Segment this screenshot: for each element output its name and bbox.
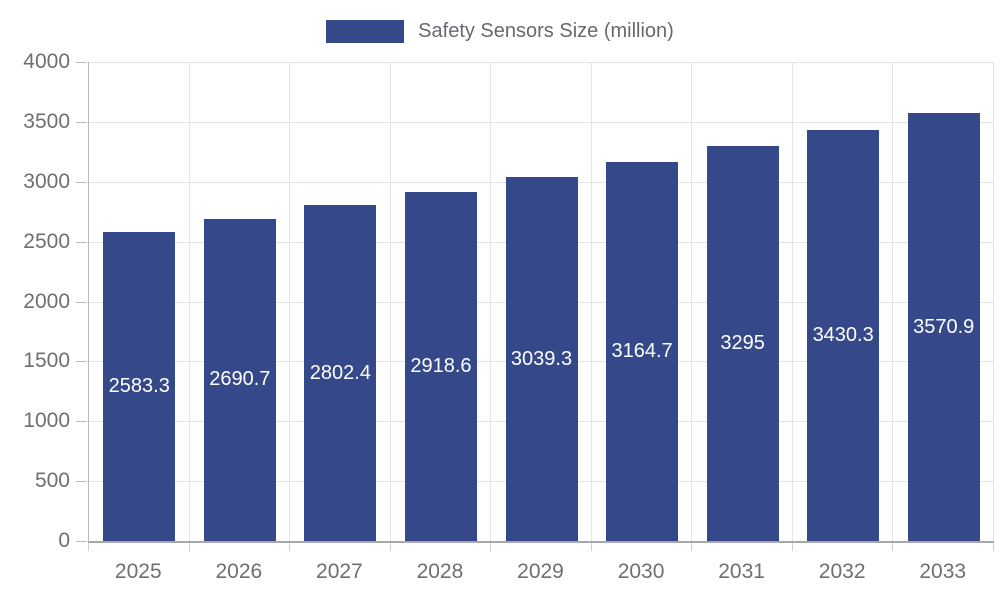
gridline-x-2 [289,62,291,541]
bar-value-label: 2583.3 [108,374,170,397]
gridline-y-3500 [89,121,994,123]
bar-2028: 2918.6 [404,191,477,541]
x-tick-mark-2 [289,543,291,551]
gridline-x-6 [691,62,693,541]
y-tick-label-0: 0 [58,529,70,552]
x-tick-label-2026: 2026 [215,560,263,583]
y-tick-mark-2500 [76,241,87,243]
bar-2027: 2802.4 [304,205,377,541]
x-tick-mark-5 [590,543,592,551]
y-tick-mark-2000 [76,301,87,303]
y-tick-label-3500: 3500 [23,109,70,133]
y-tick-mark-3000 [76,181,87,183]
bar-value-label: 3164.7 [611,340,673,363]
bar-2033: 3570.9 [907,113,980,541]
gridline-x-7 [791,62,793,541]
x-tick-label-2028: 2028 [416,560,464,583]
x-tick-label-2029: 2029 [517,560,564,583]
bar-value-label: 2918.6 [410,354,472,377]
bar-2029: 3039.3 [505,177,578,541]
y-tick-label-2500: 2500 [23,229,70,253]
x-tick-label-2031: 2031 [718,560,765,583]
x-tick-label-2030: 2030 [617,560,665,583]
y-tick-label-1500: 1500 [23,349,70,373]
bar-value-label: 2690.7 [209,368,271,391]
legend-label: Safety Sensors Size (million) [418,20,674,42]
bar-value-label: 3039.3 [510,347,573,370]
y-tick-label-1000: 1000 [23,409,70,433]
x-tick-mark-1 [188,543,190,551]
x-tick-label-2025: 2025 [114,560,162,583]
x-tick-mark-9 [993,543,994,551]
plot-area: 2583.3 2690.7 2802.4 2918.6 3039.3 3164.7 3295… [88,62,994,543]
gridline-x-1 [188,62,190,541]
x-tick-mark-3 [389,543,391,551]
y-tick-label-2000: 2000 [23,289,70,313]
y-tick-label-4000: 4000 [23,50,70,73]
bar-value-label: 2802.4 [309,361,371,384]
gridline-y-4000 [89,62,994,63]
legend-swatch [326,20,405,43]
y-tick-mark-0 [76,541,87,542]
bar-value-label: 3295 [720,332,765,355]
x-tick-label-2033: 2033 [919,560,967,583]
y-tick-mark-4000 [76,62,87,63]
x-tick-mark-4 [490,543,492,551]
y-tick-label-500: 500 [34,469,70,493]
gridline-x-3 [389,62,391,541]
x-tick-mark-0 [88,543,89,551]
bar-value-label: 3430.3 [812,324,874,347]
y-tick-mark-1500 [76,361,87,363]
x-tick-mark-7 [791,543,793,551]
gridline-x-4 [490,62,492,541]
x-tick-label-2032: 2032 [818,560,866,583]
bar-2025: 2583.3 [103,231,176,541]
y-tick-mark-500 [76,481,87,483]
y-tick-mark-1000 [76,421,87,423]
x-tick-mark-6 [691,543,693,551]
x-tick-mark-8 [892,543,894,551]
gridline-x-9 [993,62,994,541]
legend-item[interactable]: Safety Sensors Size (million) [0,20,1000,43]
bar-2030: 3164.7 [606,162,679,541]
y-tick-label-3000: 3000 [23,169,70,193]
y-tick-mark-3500 [76,121,87,123]
gridline-x-5 [590,62,592,541]
bar-2031: 3295 [706,146,779,541]
bar-value-label: 3570.9 [913,315,975,338]
x-tick-label-2027: 2027 [316,560,363,583]
bar-2032: 3430.3 [807,130,880,541]
bar-2026: 2690.7 [203,218,276,541]
gridline-x-8 [892,62,894,541]
